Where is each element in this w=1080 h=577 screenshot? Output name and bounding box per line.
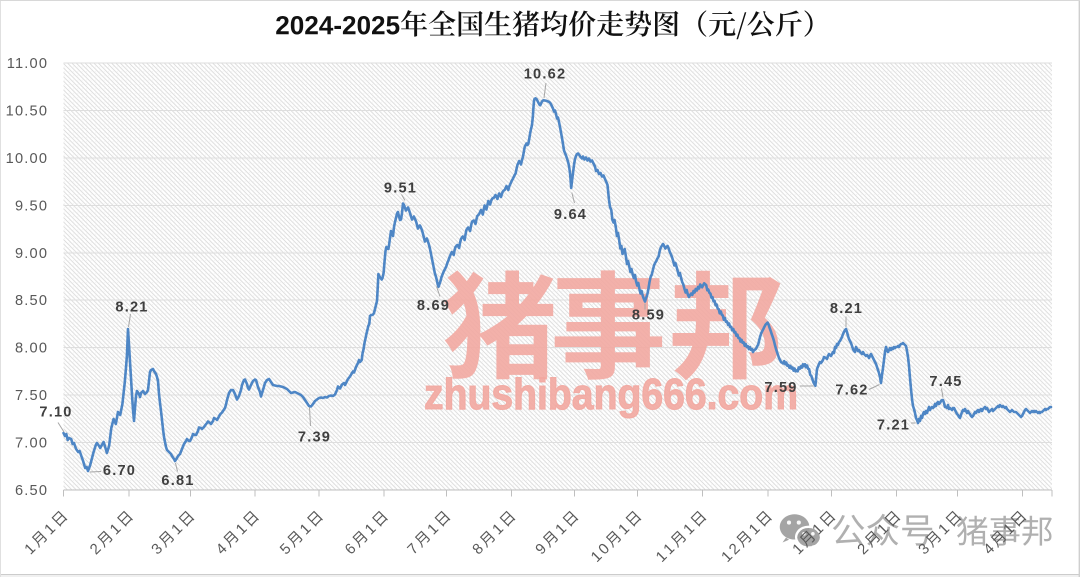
svg-text:7.00: 7.00 (15, 436, 48, 452)
svg-text:9.50: 9.50 (15, 198, 48, 214)
svg-text:10.00: 10.00 (6, 151, 49, 167)
svg-text:7.62: 7.62 (835, 383, 868, 399)
svg-text:8.59: 8.59 (632, 308, 665, 324)
svg-text:8.69: 8.69 (417, 298, 450, 314)
svg-text:7.59: 7.59 (764, 380, 797, 396)
svg-text:10.50: 10.50 (6, 103, 49, 119)
svg-text:9.00: 9.00 (15, 246, 48, 262)
svg-text:6.81: 6.81 (161, 473, 194, 489)
svg-text:7.39: 7.39 (298, 430, 331, 446)
svg-text:7.21: 7.21 (877, 418, 910, 434)
svg-text:8.50: 8.50 (15, 293, 48, 309)
svg-text:7.45: 7.45 (929, 374, 962, 390)
svg-text:11.00: 11.00 (7, 56, 48, 72)
svg-text:zhushibang666.com: zhushibang666.com (424, 370, 798, 419)
svg-text:9.64: 9.64 (554, 207, 587, 223)
svg-text:6.50: 6.50 (15, 483, 48, 499)
svg-text:8.21: 8.21 (830, 301, 863, 317)
svg-text:9.51: 9.51 (384, 181, 417, 197)
svg-text:8.00: 8.00 (15, 341, 48, 357)
svg-text:7.10: 7.10 (39, 405, 72, 421)
svg-text:10.62: 10.62 (524, 67, 567, 83)
svg-text:8.21: 8.21 (115, 300, 148, 316)
svg-text:6.70: 6.70 (103, 463, 136, 479)
svg-text:7.50: 7.50 (15, 388, 48, 404)
